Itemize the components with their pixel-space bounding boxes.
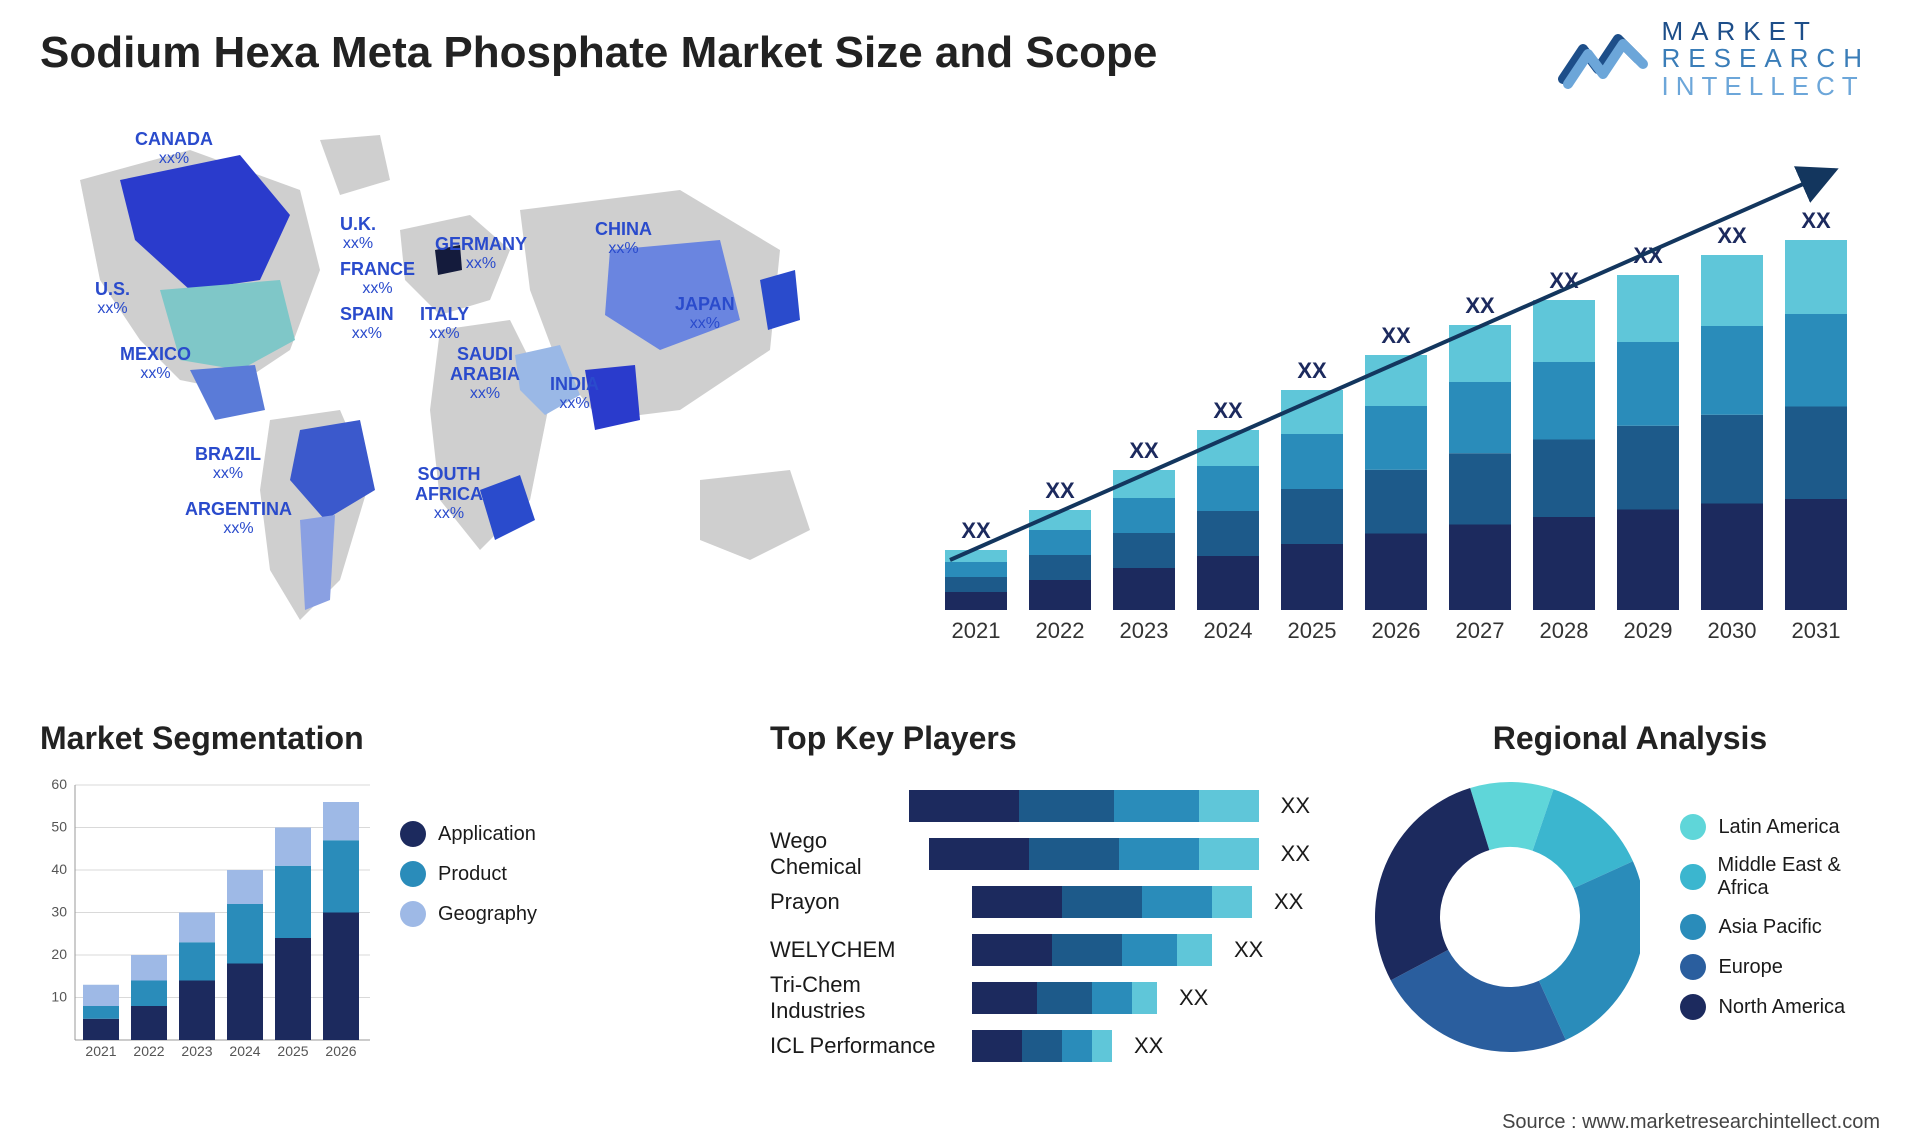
svg-text:XX: XX [1213,398,1243,423]
svg-text:XX: XX [1129,438,1159,463]
svg-text:2021: 2021 [85,1043,116,1059]
world-map: CANADAxx% U.S.xx% MEXICOxx% BRAZILxx% ARGENT… [40,120,880,660]
svg-text:2029: 2029 [1624,618,1673,643]
svg-text:XX: XX [1381,323,1411,348]
svg-text:2026: 2026 [1372,618,1421,643]
player-value: XX [1234,937,1263,963]
svg-text:XX: XX [1465,293,1495,318]
svg-text:2021: 2021 [952,618,1001,643]
players-title: Top Key Players [770,720,1310,757]
svg-text:40: 40 [51,861,67,877]
page-title: Sodium Hexa Meta Phosphate Market Size a… [40,28,1157,78]
map-label: SOUTHAFRICAxx% [415,465,483,522]
player-bar [972,1030,1112,1062]
players-section: Top Key Players XX Wego Chemical XX Prayon X… [770,720,1310,1070]
growth-svg: XX 2021 XX 2022 XX 2023 XX 2024 XX 2025 XX 2026 XX 20… [935,140,1865,660]
legend-item: North America [1680,994,1890,1020]
player-bar [972,934,1212,966]
player-row: WELYCHEM XX [770,926,1310,974]
map-label: SPAINxx% [340,305,394,342]
svg-text:2031: 2031 [1792,618,1841,643]
map-label: ITALYxx% [420,305,469,342]
svg-text:2022: 2022 [1036,618,1085,643]
legend-item: Application [400,821,537,847]
legend-item: Product [400,861,537,887]
regional-donut [1370,777,1640,1057]
svg-text:2025: 2025 [277,1043,308,1059]
logo-line-2: RESEARCH [1662,45,1870,72]
player-row: XX [770,782,1310,830]
svg-text:10: 10 [51,989,67,1005]
logo-line-3: INTELLECT [1662,73,1870,100]
map-label: JAPANxx% [675,295,735,332]
regional-legend: Latin America Middle East & Africa Asia Pa… [1680,800,1890,1034]
players-chart: XXWego ChemicalXXPrayonXXWELYCHEMXXTri-C… [770,782,1310,1070]
legend-item: Middle East & Africa [1680,854,1890,900]
regional-title: Regional Analysis [1370,720,1890,757]
player-label: ICL Performance [770,1033,960,1059]
map-label: MEXICOxx% [120,345,191,382]
map-label: BRAZILxx% [195,445,261,482]
growth-bar-chart: XX 2021 XX 2022 XX 2023 XX 2024 XX 2025 XX 2026 XX 20… [935,140,1865,660]
legend-item: Asia Pacific [1680,914,1890,940]
map-label: INDIAxx% [550,375,599,412]
map-label: SAUDIARABIAxx% [450,345,520,402]
segmentation-chart: 10 20 30 40 50 60 2021 2022 2023 2024 2025 2026 [40,775,370,1065]
map-label: U.K.xx% [340,215,376,252]
map-label: CANADAxx% [135,130,213,167]
svg-text:2024: 2024 [229,1043,260,1059]
player-value: XX [1281,841,1310,867]
svg-text:2024: 2024 [1204,618,1253,643]
svg-text:XX: XX [1801,208,1831,233]
brand-logo: MARKET RESEARCH INTELLECT [1558,18,1870,100]
svg-text:20: 20 [51,946,67,962]
map-label: CHINAxx% [595,220,652,257]
player-value: XX [1281,793,1310,819]
map-label: U.S.xx% [95,280,130,317]
svg-text:XX: XX [1045,478,1075,503]
segmentation-legend: Application Product Geography [400,807,537,941]
player-row: Wego Chemical XX [770,830,1310,878]
logo-line-1: MARKET [1662,18,1870,45]
player-row: ICL Performance XX [770,1022,1310,1070]
svg-text:30: 30 [51,904,67,920]
map-label: ARGENTINAxx% [185,500,292,537]
svg-text:2028: 2028 [1540,618,1589,643]
svg-text:2027: 2027 [1456,618,1505,643]
player-bar [972,982,1157,1014]
legend-item: Geography [400,901,537,927]
svg-text:2025: 2025 [1288,618,1337,643]
player-row: Tri-Chem Industries XX [770,974,1310,1022]
svg-text:2023: 2023 [1120,618,1169,643]
segmentation-section: Market Segmentation 10 20 30 40 50 60 2021 2022… [40,720,580,1065]
player-bar [909,790,1259,822]
svg-text:2026: 2026 [325,1043,356,1059]
player-label: Wego Chemical [770,828,917,880]
svg-text:2023: 2023 [181,1043,212,1059]
player-bar [972,886,1252,918]
svg-text:2030: 2030 [1708,618,1757,643]
regional-section: Regional Analysis Latin America Middle Ea… [1370,720,1890,1057]
player-value: XX [1274,889,1303,915]
player-value: XX [1179,985,1208,1011]
map-label: GERMANYxx% [435,235,527,272]
player-label: Tri-Chem Industries [770,972,960,1024]
player-label: WELYCHEM [770,937,960,963]
segmentation-title: Market Segmentation [40,720,580,757]
player-label: Prayon [770,889,960,915]
player-value: XX [1134,1033,1163,1059]
logo-icon [1558,24,1648,94]
svg-text:XX: XX [961,518,991,543]
svg-text:60: 60 [51,776,67,792]
map-label: FRANCExx% [340,260,415,297]
svg-text:50: 50 [51,819,67,835]
player-bar [929,838,1259,870]
svg-text:2022: 2022 [133,1043,164,1059]
svg-text:XX: XX [1717,223,1747,248]
legend-item: Latin America [1680,814,1890,840]
legend-item: Europe [1680,954,1890,980]
source-label: Source : www.marketresearchintellect.com [1502,1111,1880,1134]
player-row: Prayon XX [770,878,1310,926]
svg-text:XX: XX [1297,358,1327,383]
